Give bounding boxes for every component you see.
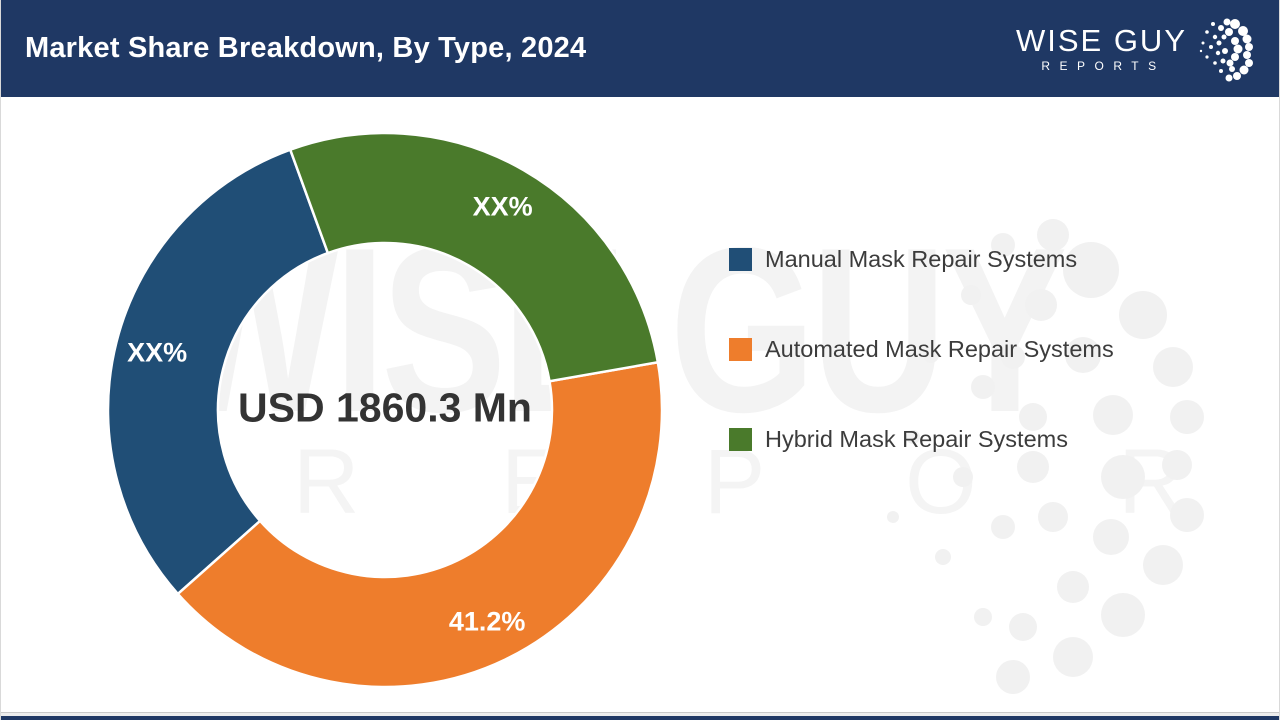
face-dot bbox=[1231, 36, 1239, 45]
footer-strip bbox=[1, 713, 1279, 716]
face-dot bbox=[1226, 59, 1234, 66]
slice-percentage-label: 41.2% bbox=[449, 607, 526, 637]
face-dot bbox=[1239, 65, 1249, 74]
donut-center-value: USD 1860.3 Mn bbox=[238, 384, 532, 431]
face-dot bbox=[1230, 18, 1240, 29]
face-dot bbox=[1233, 71, 1241, 80]
face-dot bbox=[1229, 65, 1235, 72]
face-dot bbox=[1221, 34, 1227, 39]
face-dot bbox=[1199, 49, 1203, 52]
face-dot bbox=[1245, 58, 1253, 67]
face-dot bbox=[1220, 58, 1226, 63]
brand-logo-text: WISE GUY REPORTS bbox=[1016, 25, 1187, 72]
face-dot bbox=[1238, 25, 1248, 36]
face-dot bbox=[1211, 21, 1215, 26]
footer-bar bbox=[1, 716, 1279, 720]
legend-item-hybrid-mask-repair-systems: Hybrid Mask Repair Systems bbox=[729, 424, 1114, 454]
face-dot bbox=[1201, 41, 1205, 44]
face-dot bbox=[1242, 34, 1252, 43]
face-dot bbox=[1205, 29, 1209, 34]
brand-logo: WISE GUY REPORTS bbox=[1016, 16, 1253, 82]
brand-logo-face-icon bbox=[1199, 18, 1253, 81]
donut-slice-manual-mask-repair-systems bbox=[106, 148, 330, 596]
legend-item-automated-mask-repair-systems: Automated Mask Repair Systems bbox=[729, 334, 1114, 364]
face-dot bbox=[1215, 50, 1221, 55]
legend-swatch-icon bbox=[729, 247, 752, 271]
face-dot bbox=[1245, 42, 1253, 51]
face-dot bbox=[1209, 44, 1213, 49]
page-title: Market Share Breakdown, By Type, 2024 bbox=[25, 32, 587, 64]
legend-swatch-icon bbox=[729, 427, 752, 451]
face-dot bbox=[1218, 24, 1224, 31]
slice-percentage-label: XX% bbox=[473, 192, 533, 222]
slice-percentage-label: XX% bbox=[127, 337, 187, 367]
legend-label: Hybrid Mask Repair Systems bbox=[765, 425, 1068, 452]
face-dot bbox=[1205, 54, 1209, 59]
face-dot bbox=[1223, 18, 1231, 25]
legend-label: Automated Mask Repair Systems bbox=[765, 335, 1114, 362]
legend-swatch-icon bbox=[729, 337, 752, 361]
legend-label: Manual Mask Repair Systems bbox=[765, 245, 1078, 272]
legend-item-manual-mask-repair-systems: Manual Mask Repair Systems bbox=[729, 244, 1114, 274]
face-dot bbox=[1212, 34, 1218, 39]
brand-logo-line1: WISE GUY bbox=[1015, 23, 1187, 58]
face-dot bbox=[1216, 40, 1222, 45]
face-dot bbox=[1213, 60, 1217, 65]
donut-slice-automated-mask-repair-systems bbox=[176, 361, 664, 689]
face-dot bbox=[1243, 50, 1251, 59]
footer-divider bbox=[1, 712, 1279, 714]
chart-legend: Manual Mask Repair Systems Automated Mask… bbox=[729, 244, 1114, 514]
header-bar: Market Share Breakdown, By Type, 2024 WI… bbox=[1, 0, 1279, 97]
face-dot bbox=[1219, 68, 1223, 73]
face-dot bbox=[1231, 52, 1239, 61]
face-dot bbox=[1222, 47, 1228, 54]
face-dot bbox=[1225, 27, 1233, 36]
donut-slice-hybrid-mask-repair-systems bbox=[289, 131, 660, 383]
brand-logo-line2: REPORTS bbox=[1041, 59, 1166, 73]
face-dot bbox=[1233, 44, 1243, 53]
face-dot bbox=[1225, 74, 1233, 81]
